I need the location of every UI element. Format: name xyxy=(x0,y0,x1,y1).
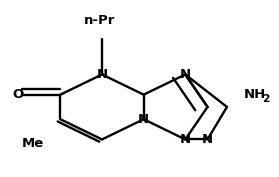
Text: Me: Me xyxy=(21,137,44,150)
Text: N: N xyxy=(180,133,191,146)
Text: NH: NH xyxy=(244,88,266,101)
Text: N: N xyxy=(202,133,213,146)
Text: N: N xyxy=(180,68,191,81)
Text: n-Pr: n-Pr xyxy=(83,14,115,27)
Text: O: O xyxy=(12,88,23,101)
Text: N: N xyxy=(138,113,149,126)
Text: N: N xyxy=(97,68,108,81)
Text: 2: 2 xyxy=(262,94,269,104)
